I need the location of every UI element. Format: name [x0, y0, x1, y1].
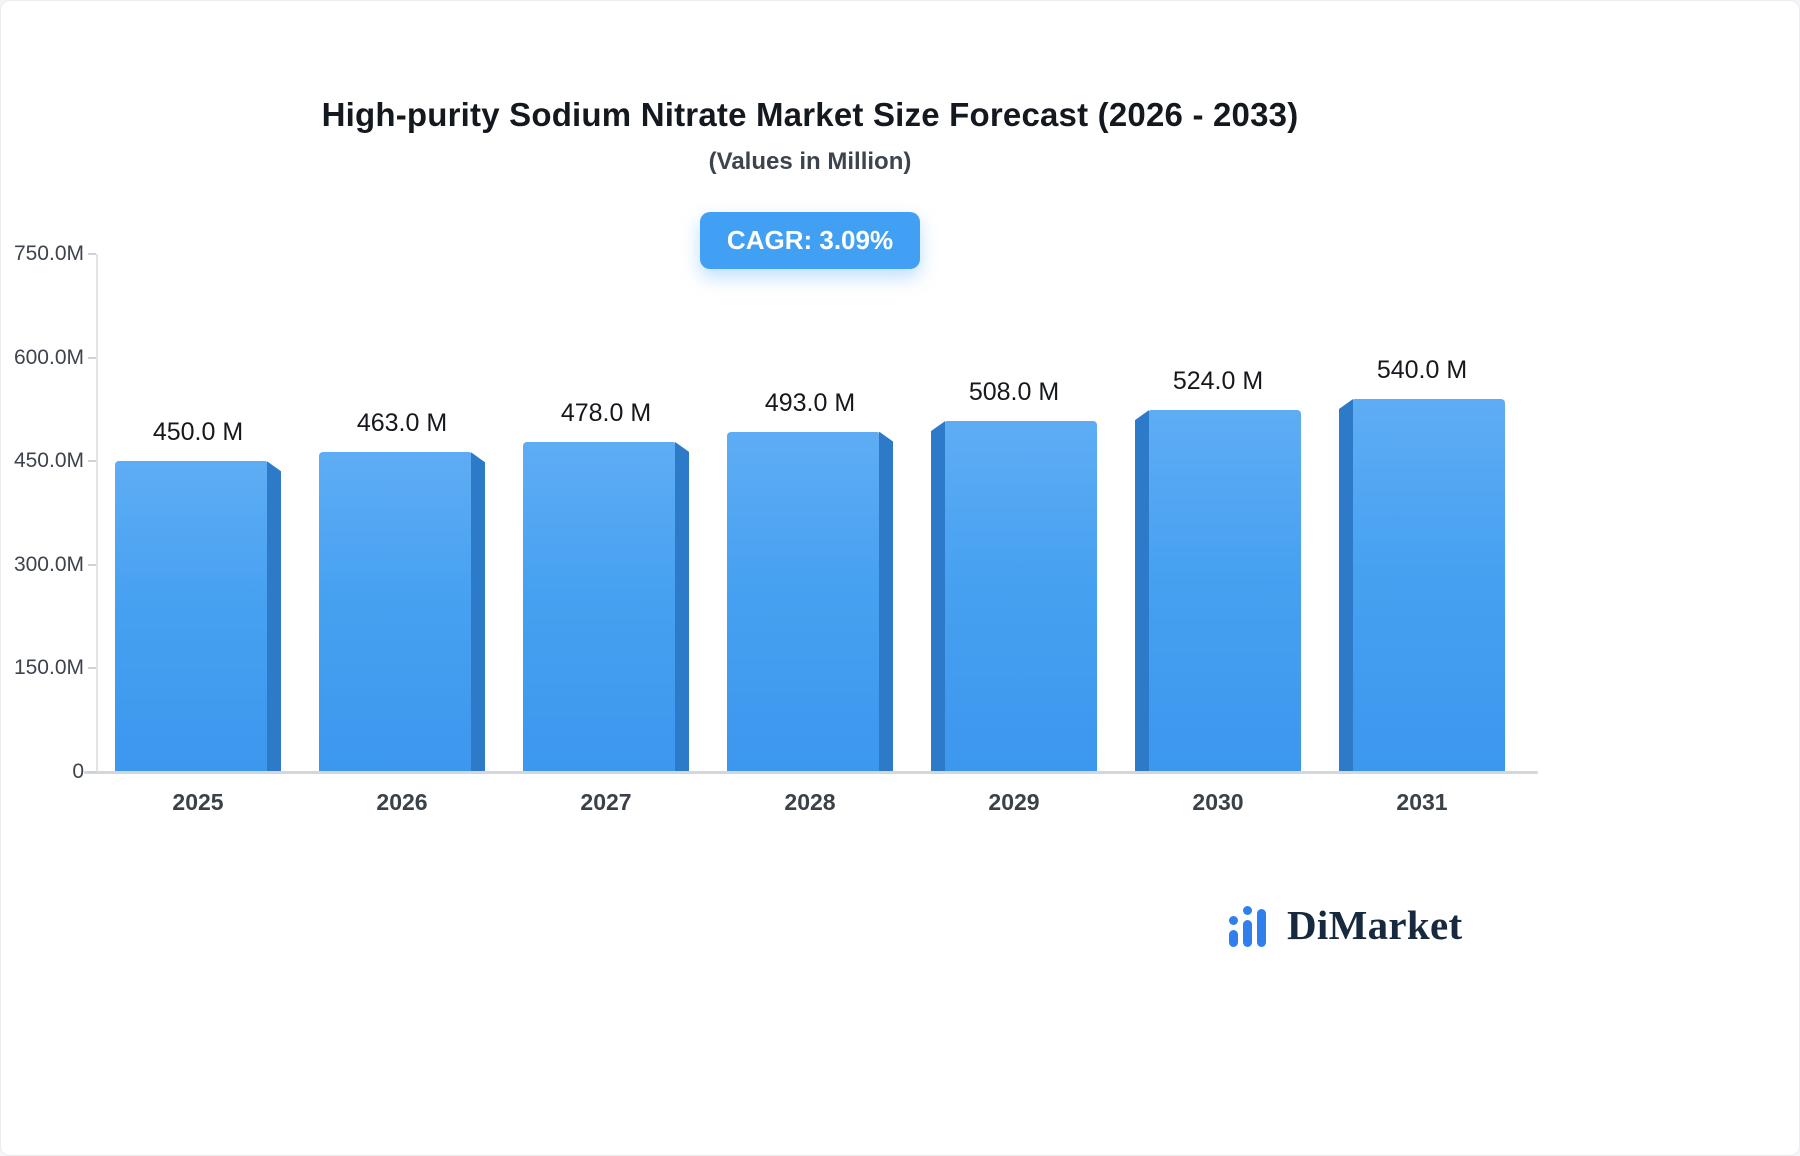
x-tick-label: 2028 — [784, 789, 836, 815]
bar-side — [471, 452, 485, 772]
bar-2026[interactable] — [319, 452, 485, 772]
y-axis-line — [96, 254, 98, 772]
bar-2027[interactable] — [523, 441, 689, 772]
bar-value-label: 540.0 M — [1376, 356, 1468, 385]
y-tick-label: 750.0M — [13, 242, 84, 265]
bar-2031[interactable] — [1339, 399, 1505, 772]
bar-slot: 450.0 M — [96, 254, 300, 772]
logo-text: DiMarket — [1287, 902, 1463, 948]
bar-value-label: 463.0 M — [356, 409, 448, 438]
logo-dot — [1243, 906, 1252, 915]
logo-dot — [1229, 916, 1238, 925]
bar-slot: 508.0 M — [912, 254, 1116, 772]
x-axis-line — [84, 771, 1538, 774]
x-tick-label: 2025 — [172, 789, 224, 815]
bar-side — [879, 431, 893, 772]
x-tick-label: 2026 — [376, 789, 428, 815]
y-tick-mark — [88, 460, 96, 463]
bar-value-label: 450.0 M — [152, 418, 244, 447]
y-tick-mark — [88, 563, 96, 566]
bar-slot: 478.0 M — [504, 254, 708, 772]
x-axis: 2025 2026 2027 2028 2029 2030 2031 — [96, 772, 1524, 832]
bar-side — [931, 421, 945, 772]
bar-2029[interactable] — [931, 421, 1097, 772]
bar-face — [1353, 399, 1505, 772]
cagr-badge: CAGR: 3.09% — [699, 212, 921, 269]
logo-bar — [1257, 909, 1266, 947]
bar-face — [523, 441, 675, 772]
y-tick-label: 600.0M — [13, 345, 84, 369]
y-tick-label: 450.0M — [13, 449, 84, 473]
bar-value-label: 508.0 M — [968, 378, 1060, 407]
bar-face — [1149, 410, 1301, 772]
bar-slot: 493.0 M — [708, 254, 912, 772]
bar-2030[interactable] — [1135, 410, 1301, 772]
chart-title: High-purity Sodium Nitrate Market Size F… — [321, 96, 1299, 133]
bar-side — [1339, 399, 1353, 772]
bar-value-label: 524.0 M — [1172, 367, 1264, 396]
y-tick-mark — [88, 356, 96, 359]
logo-bar — [1229, 930, 1238, 947]
chart-subtitle: (Values in Million) — [708, 148, 912, 175]
bar-value-label: 493.0 M — [764, 388, 856, 417]
bar-slot: 524.0 M — [1116, 254, 1320, 772]
y-tick-label: 0 — [72, 760, 84, 783]
bar-face — [319, 452, 471, 772]
bar-2028[interactable] — [727, 431, 893, 772]
y-tick-mark — [88, 771, 96, 773]
bar-2025[interactable] — [115, 461, 281, 772]
y-axis: 0 150.0M 300.0M 450.0M 600.0M 750.0M — [1, 242, 96, 783]
cagr-label: CAGR: 3.09% — [726, 225, 894, 255]
x-tick-label: 2031 — [1396, 789, 1448, 815]
bar-side — [1135, 410, 1149, 772]
chart-header: High-purity Sodium Nitrate Market Size F… — [96, 1, 1524, 269]
x-tick-label: 2030 — [1192, 789, 1244, 815]
y-tick-mark — [88, 667, 96, 670]
logo-bar — [1243, 920, 1252, 947]
y-tick-label: 150.0M — [13, 656, 84, 680]
x-tick-label: 2027 — [580, 789, 632, 815]
y-tick-mark — [88, 253, 96, 255]
dimarket-logo: DiMarket — [1229, 899, 1462, 951]
bar-face — [945, 421, 1097, 772]
bar-side — [267, 461, 281, 772]
bar-slot: 540.0 M — [1320, 254, 1524, 772]
bar-value-label: 478.0 M — [560, 398, 652, 427]
plot-area: 0 150.0M 300.0M 450.0M 600.0M 750.0M 450.0 M 4… — [14, 242, 1538, 815]
bar-face — [727, 431, 879, 772]
y-tick-label: 300.0M — [13, 552, 84, 576]
x-tick-label: 2029 — [988, 789, 1040, 815]
bar-slot: 463.0 M — [300, 254, 504, 772]
bar-chart-logo-icon — [1229, 899, 1275, 951]
bar-side — [675, 441, 689, 772]
bar-face — [115, 461, 267, 772]
